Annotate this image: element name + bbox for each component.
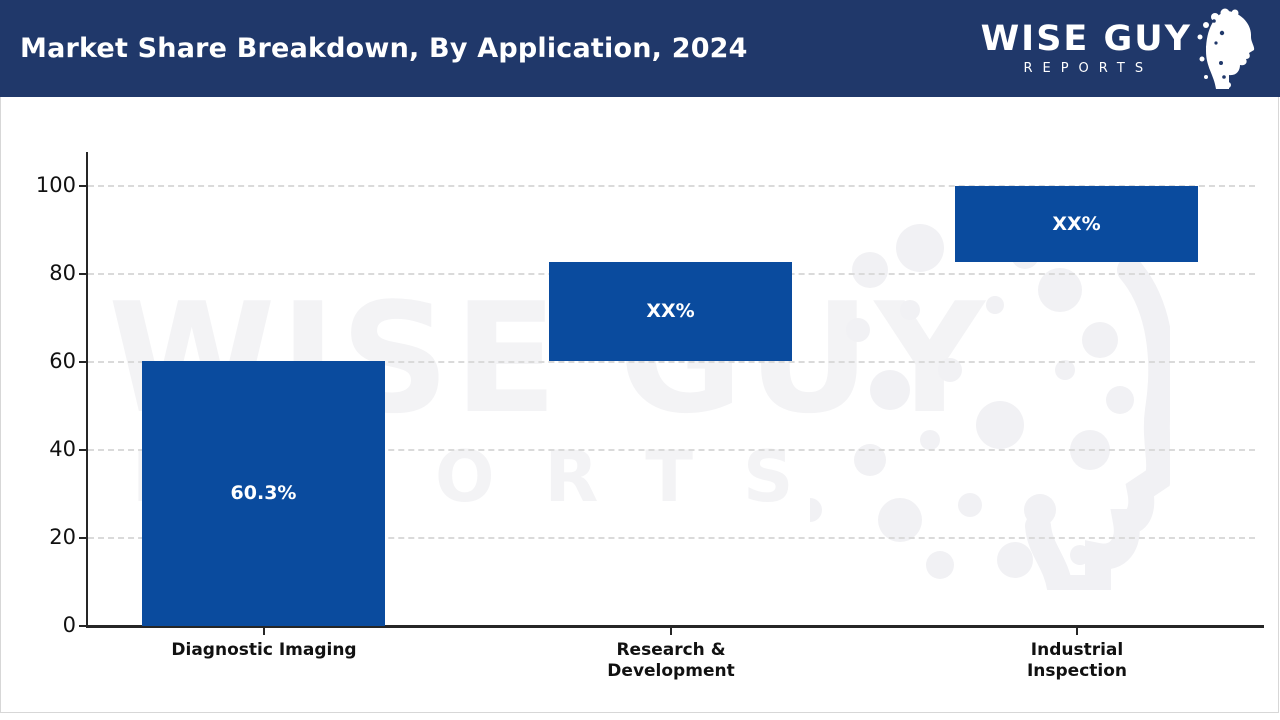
y-axis-line: [86, 152, 88, 627]
logo-subtext: REPORTS: [1023, 60, 1154, 76]
page-title: Market Share Breakdown, By Application, …: [20, 33, 748, 64]
y-tick-mark-40: [79, 449, 86, 451]
y-tick-label-0: 0: [62, 613, 76, 637]
y-tick-mark-60: [79, 361, 86, 363]
bar-value-label-research-development: XX%: [646, 300, 695, 323]
logo-head-icon: [1197, 8, 1255, 89]
header: Market Share Breakdown, By Application, …: [0, 0, 1280, 97]
y-tick-label-40: 40: [49, 437, 76, 461]
x-label-diagnostic-imaging: Diagnostic Imaging: [171, 640, 357, 660]
logo-text: WISE GUY REPORTS: [980, 18, 1192, 76]
x-tick-mark-diagnostic-imaging: [263, 628, 265, 635]
x-tick-mark-industrial-inspection: [1076, 628, 1078, 635]
y-tick-mark-0: [79, 625, 86, 627]
gridline-40: [88, 449, 1255, 451]
y-tick-mark-100: [79, 185, 86, 187]
bar-value-label-diagnostic-imaging: 60.3%: [230, 482, 297, 505]
y-tick-label-100: 100: [35, 173, 76, 197]
bar-research-development: XX%: [549, 262, 792, 361]
y-tick-label-80: 80: [49, 261, 76, 285]
x-tick-mark-research-development: [670, 628, 672, 635]
logo: WISE GUY REPORTS: [981, 7, 1258, 91]
y-tick-label-60: 60: [49, 349, 76, 373]
x-axis-line: [86, 625, 1264, 628]
x-label-industrial-inspection: Industrial Inspection: [1026, 640, 1128, 681]
y-tick-mark-80: [79, 273, 86, 275]
bar-industrial-inspection: XX%: [955, 186, 1198, 263]
gridline-20: [88, 537, 1255, 539]
y-tick-mark-20: [79, 537, 86, 539]
logo-wordmark: WISE GUY: [980, 18, 1192, 59]
bar-diagnostic-imaging: 60.3%: [142, 360, 385, 626]
x-label-research-development: Research & Development: [607, 640, 735, 681]
gridline-60: [88, 361, 1255, 363]
bar-value-label-industrial-inspection: XX%: [1052, 213, 1101, 236]
gridline-100: [88, 185, 1255, 187]
y-tick-label-20: 20: [49, 525, 76, 549]
